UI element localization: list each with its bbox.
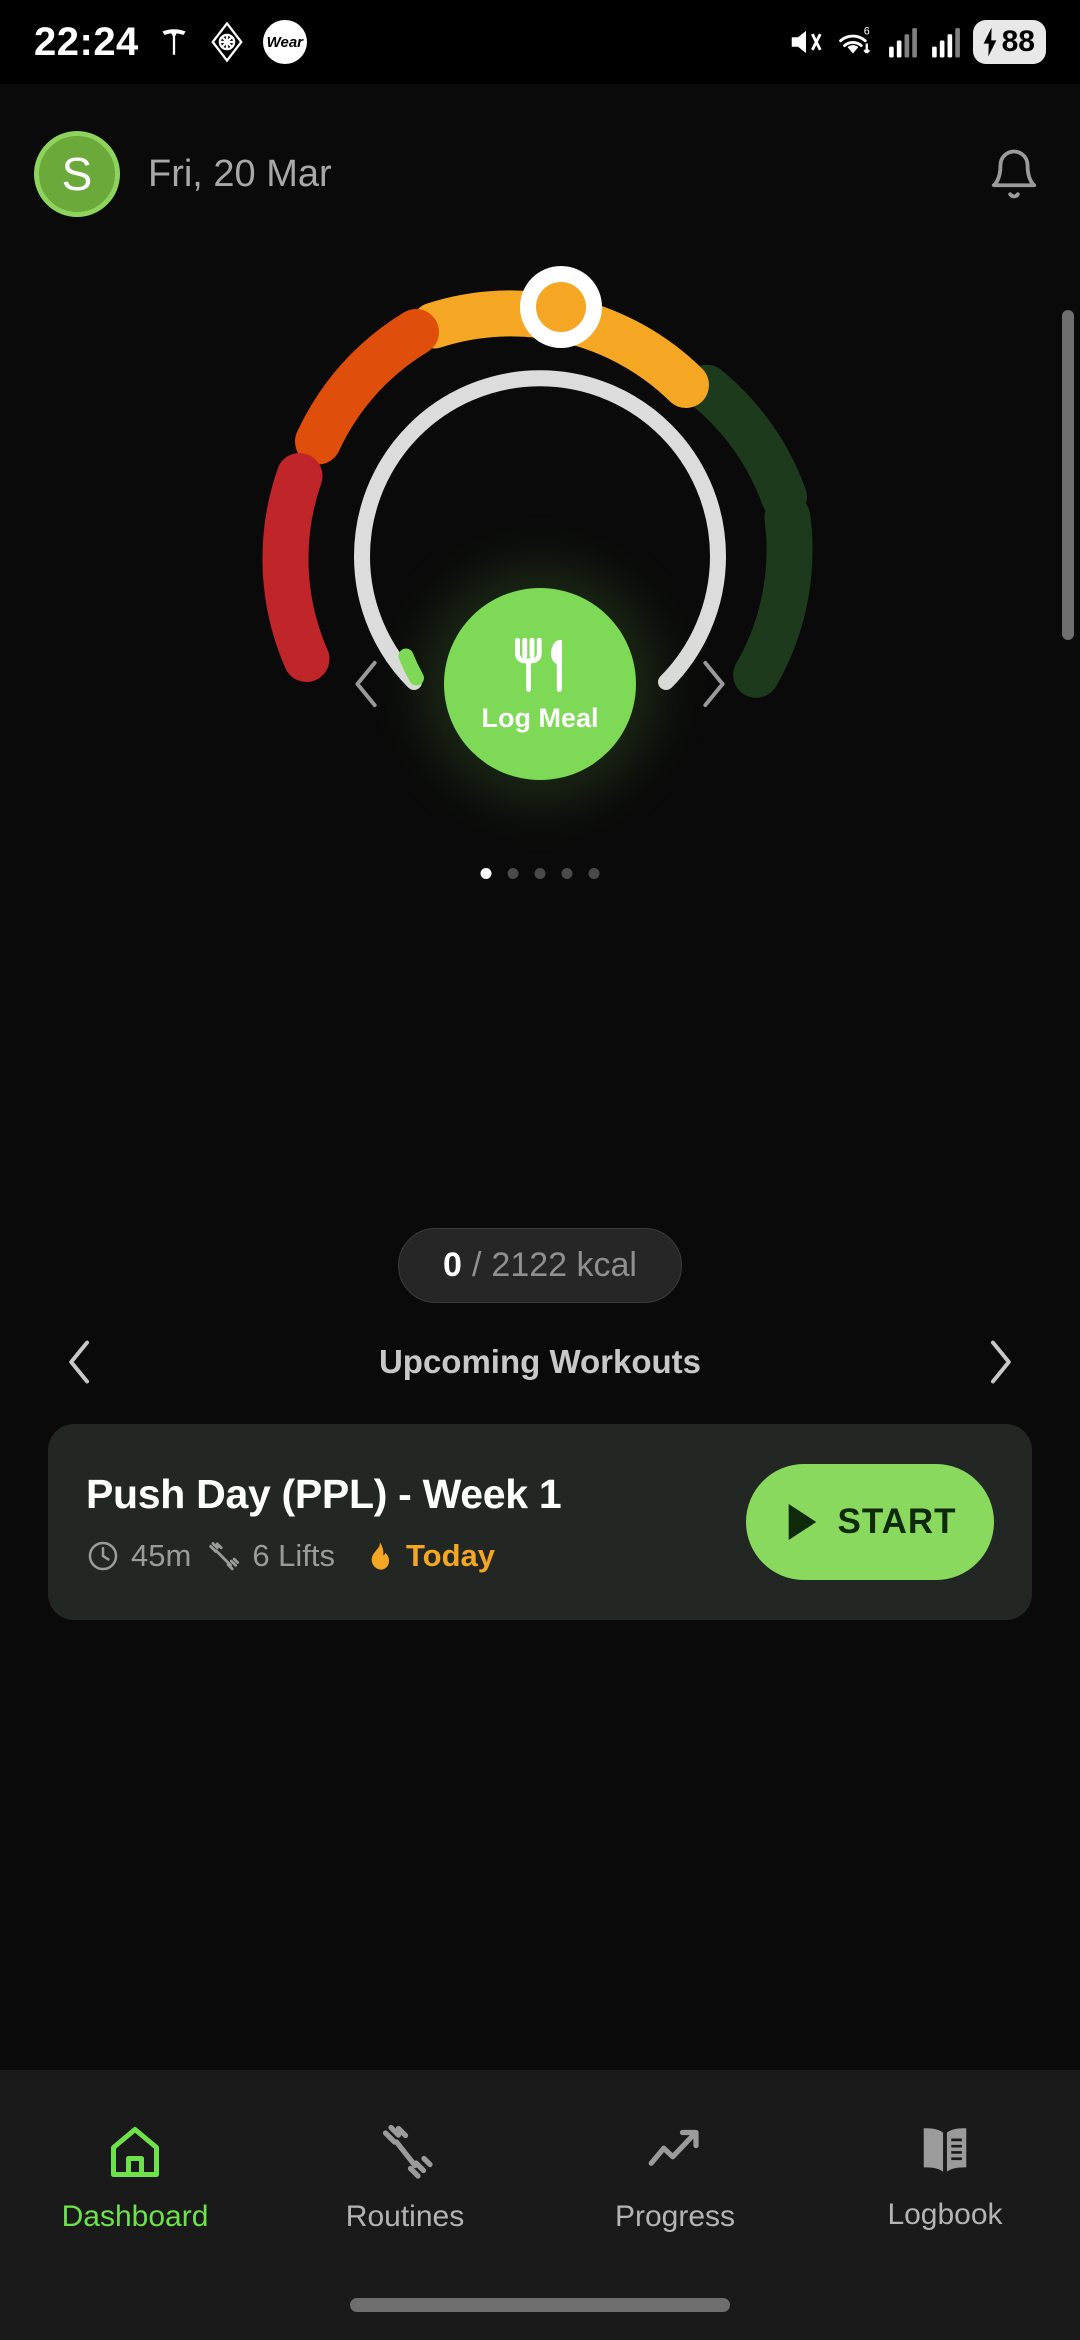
calorie-summary-pill[interactable]: 0 / 2122 kcal [398,1228,682,1303]
wear-badge: Wear [262,20,307,64]
play-icon [789,1503,817,1541]
workout-schedule: Today [363,1538,495,1574]
calories-goal: 2122 kcal [491,1246,637,1284]
dumbbell-icon [382,2124,433,2179]
carousel-dots[interactable] [480,868,600,879]
avatar-initial: S [61,148,93,200]
chevron-right-icon [703,660,725,708]
status-bar-left: 22:24 Wear [34,20,307,65]
gauge-prev-button[interactable] [345,656,389,712]
nav-item-dashboard[interactable]: Dashboard [35,2122,235,2234]
calorie-gauge: Log Meal [0,226,1080,879]
nav-item-logbook[interactable]: Logbook [845,2122,1045,2232]
gauge-arcs [262,266,813,698]
fork-knife-icon [515,637,562,692]
gauge-marker [536,282,586,332]
calories-consumed: 0 [443,1246,462,1284]
start-button-label: START [837,1502,957,1541]
workout-lifts: 6 Lifts [207,1538,335,1574]
home-indicator[interactable] [350,2298,730,2312]
workout-card-info: Push Day (PPL) - Week 1 45m 6 Lifts Toda… [86,1471,746,1574]
nav-label-logbook: Logbook [887,2198,1003,2231]
carousel-dot[interactable] [480,868,492,879]
workout-meta: 45m 6 Lifts Today [86,1538,746,1574]
carousel-dot[interactable] [561,868,573,879]
gauge-segment-deficit-mid [295,309,439,465]
diamond-icon [209,22,245,62]
tesla-icon [157,25,191,59]
carousel-dot[interactable] [588,868,600,879]
gauge-inner-track [354,370,726,690]
start-workout-button[interactable]: START [746,1464,994,1580]
status-bar-right: 6 88 [787,20,1046,64]
gauge-segment-surplus-outer [733,494,813,698]
bell-icon[interactable] [982,142,1046,206]
charging-bolt-icon [983,27,997,57]
calories-separator: / [471,1246,482,1284]
workouts-next-button[interactable] [978,1337,1022,1387]
gauge-segment-deficit-high [262,453,330,682]
wifi6-icon: 6 [836,23,876,61]
date-label: Fri, 20 Mar [148,152,332,195]
workout-lifts-label: 6 Lifts [252,1537,336,1573]
svg-text:6: 6 [863,25,869,37]
nav-label-progress: Progress [614,2200,736,2233]
workout-duration: 45m [86,1538,191,1574]
chevron-right-icon [990,1340,1011,1384]
chevron-left-icon [69,1340,90,1384]
status-time: 22:24 [34,19,139,64]
chevron-left-icon [355,660,377,708]
battery-level: 88 [1001,25,1035,58]
nav-item-progress[interactable]: Progress [575,2122,775,2234]
nav-label-routines: Routines [345,2200,465,2233]
gauge-progress-indicator [398,648,424,686]
book-icon [923,2128,967,2172]
gauge-segment-surplus [683,364,807,520]
avatar[interactable]: S [34,131,120,217]
workout-card[interactable]: Push Day (PPL) - Week 1 45m 6 Lifts Toda… [48,1424,1032,1620]
section-title: Upcoming Workouts [378,1343,702,1380]
trending-up-icon [648,2129,699,2166]
nav-label-dashboard: Dashboard [61,2200,209,2233]
carousel-dot[interactable] [507,868,519,879]
clock-icon [88,1541,118,1570]
flame-icon [371,1541,390,1570]
workout-title: Push Day (PPL) - Week 1 [86,1470,562,1517]
battery-indicator: 88 [972,20,1046,64]
workouts-prev-button[interactable] [58,1337,102,1387]
vertical-scrollbar[interactable] [1062,310,1074,640]
gauge-next-button[interactable] [691,656,735,712]
status-bar: 22:24 Wear 6 [0,0,1080,84]
app-header: S Fri, 20 Mar [0,122,1080,226]
mute-icon [787,23,825,61]
signal-2-icon [930,25,962,59]
signal-icon [887,25,919,59]
log-meal-button[interactable]: Log Meal [444,588,636,780]
home-icon [111,2127,159,2177]
carousel-dot[interactable] [534,868,546,879]
log-meal-label: Log Meal [481,702,599,733]
workout-duration-label: 45m [131,1537,192,1573]
workout-schedule-label: Today [406,1537,496,1573]
upcoming-workouts-header: Upcoming Workouts [0,1330,1080,1394]
dumbbell-icon [209,1541,240,1570]
nav-item-routines[interactable]: Routines [305,2122,505,2234]
bottom-navigation: Dashboard Routines Progress Logbook [0,2070,1080,2340]
